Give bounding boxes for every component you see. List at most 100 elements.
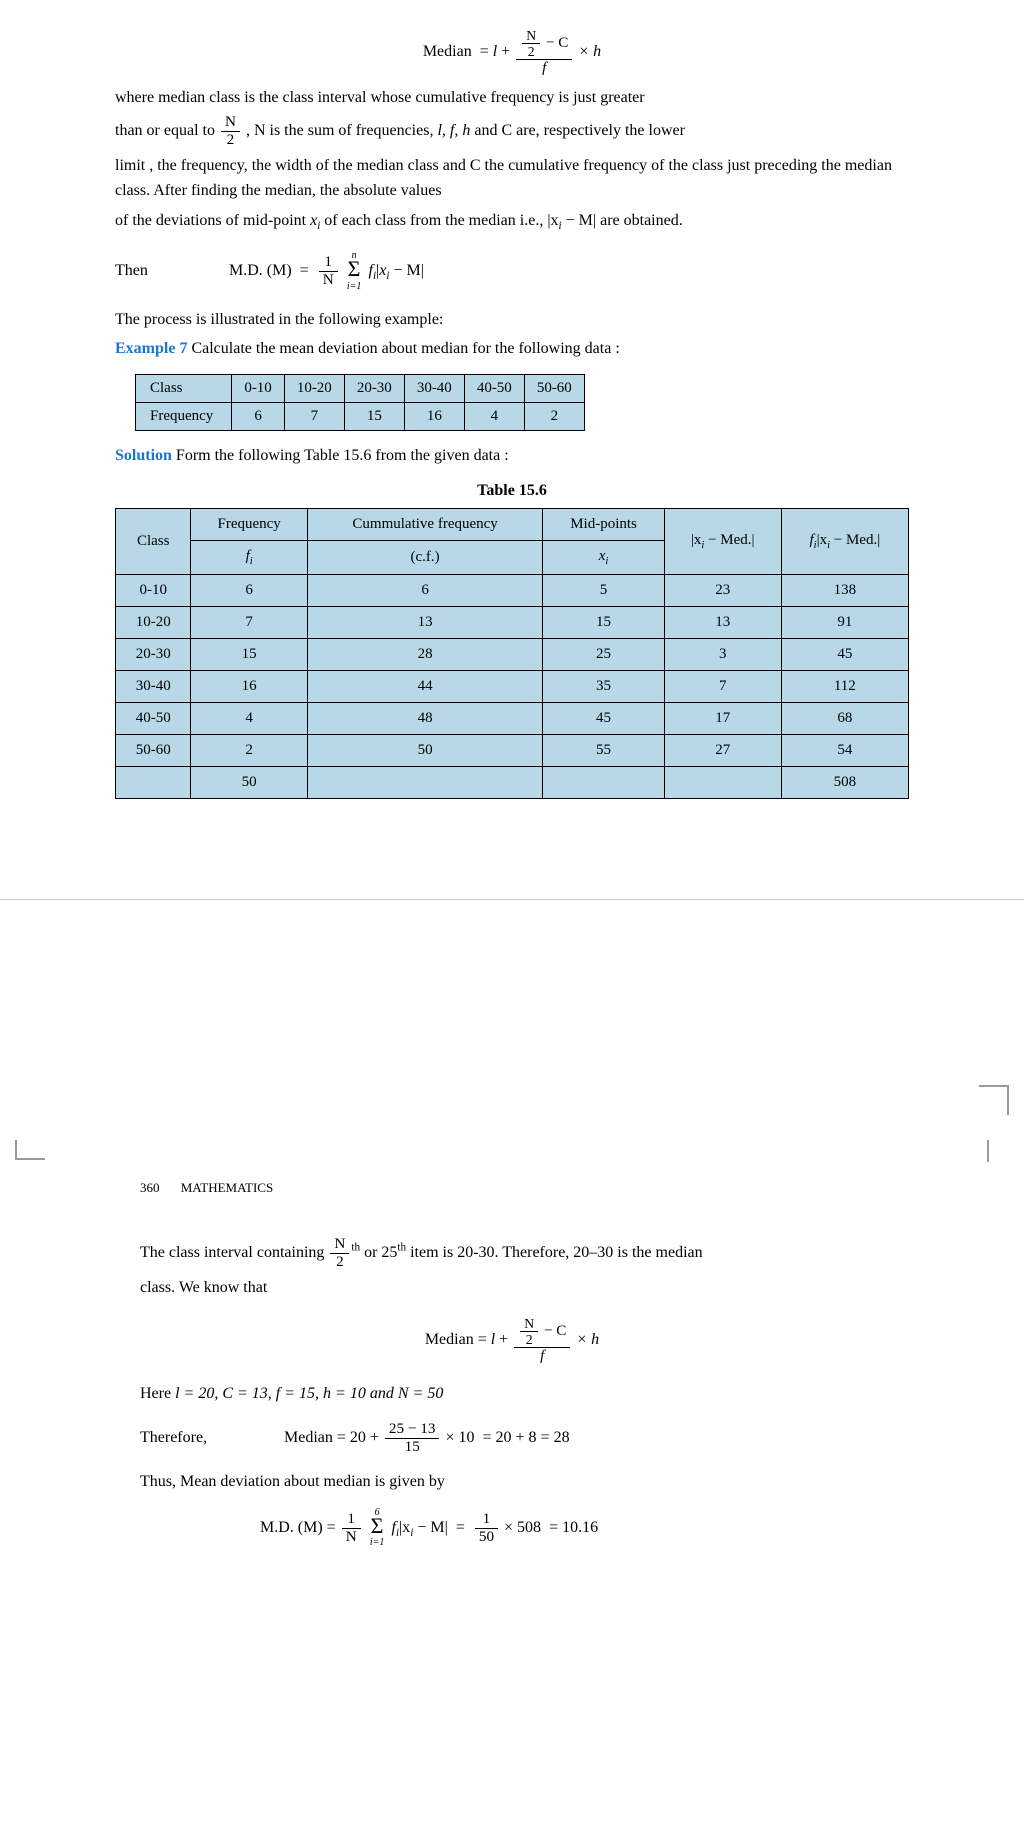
i1: i=1 <box>347 279 362 295</box>
cell <box>116 767 191 799</box>
eq: = 20 + <box>337 1429 379 1446</box>
cell: 30-40 <box>404 374 464 402</box>
eq: = <box>480 43 489 60</box>
th: Cummulative frequency <box>307 509 542 541</box>
cell: 7 <box>664 671 781 703</box>
den: 15 <box>385 1439 440 1456</box>
th: fi|xi − Med.| <box>781 509 908 575</box>
cell: 4 <box>191 703 307 735</box>
eq2: = <box>456 1519 465 1536</box>
n: n <box>352 248 357 264</box>
N: N <box>520 1316 538 1332</box>
median-label: Median <box>423 43 472 60</box>
abs: |x <box>399 1519 410 1536</box>
cell: 50 <box>191 767 307 799</box>
pre: Here <box>140 1385 175 1402</box>
two: 2 <box>522 44 540 59</box>
two: 2 <box>520 1332 538 1347</box>
res: = 10.16 <box>549 1519 598 1536</box>
th: (c.f.) <box>307 541 542 575</box>
cell: 10-20 <box>116 607 191 639</box>
cell: 54 <box>781 735 908 767</box>
t: than or equal to <box>115 122 219 139</box>
table-header-row: Class Frequency Cummulative frequency Mi… <box>116 509 909 541</box>
t: |x <box>691 532 702 548</box>
t2: , N is the sum of frequencies, <box>246 122 438 139</box>
median-formula: Median = l + N2 − C f × h <box>115 28 909 77</box>
p4: Therefore, Median = 20 + 25 − 1315 × 10 … <box>140 1421 884 1455</box>
th: Frequency <box>191 509 307 541</box>
cell: 13 <box>307 607 542 639</box>
solution-label: Solution <box>115 447 172 464</box>
cell: 10-20 <box>284 374 344 402</box>
cell: 20-30 <box>344 374 404 402</box>
cell: 30-40 <box>116 671 191 703</box>
t2: − Med.| <box>704 532 754 548</box>
p3: Here l = 20, C = 13, f = 15, h = 10 and … <box>140 1381 884 1407</box>
plus: + <box>501 43 510 60</box>
cell: 7 <box>284 402 344 430</box>
top: 6 <box>375 1505 380 1521</box>
sigma: n Σ i=1 <box>348 258 361 285</box>
mid: of each class from the median i.e., <box>320 212 547 229</box>
t: The class interval containing <box>140 1244 328 1261</box>
table-row: 20-30152825345 <box>116 639 909 671</box>
M: − M| <box>413 1519 447 1536</box>
post: item is 20-30. Therefore, 20–30 is the m… <box>410 1244 703 1261</box>
cell: 91 <box>781 607 908 639</box>
page-1: Median = l + N2 − C f × h where median c… <box>0 0 1024 900</box>
solution: Solution Form the following Table 15.6 f… <box>115 443 909 469</box>
table-caption: Table 15.6 <box>115 482 909 500</box>
page-2: 360 MATHEMATICS The class interval conta… <box>0 900 1024 1605</box>
eq: = <box>327 1519 336 1536</box>
cell: 15 <box>344 402 404 430</box>
c: − C <box>546 34 569 51</box>
para-1a: where median class is the class interval… <box>115 85 909 111</box>
th: Mid-points <box>543 509 664 541</box>
cell: 68 <box>781 703 908 735</box>
big-table: Class Frequency Cummulative frequency Mi… <box>115 508 909 799</box>
th: Class <box>116 509 191 575</box>
para-1c: limit , the frequency, the width of the … <box>115 153 909 204</box>
cell: 508 <box>781 767 908 799</box>
N-num: N <box>522 28 540 44</box>
h: × h <box>578 43 601 60</box>
one: 1 <box>319 254 338 272</box>
para-1b: than or equal to N2 , N is the sum of fr… <box>115 114 909 148</box>
cell: 2 <box>191 735 307 767</box>
cell: 16 <box>191 671 307 703</box>
cell: 0-10 <box>116 575 191 607</box>
main-frac: N2 − C f <box>516 28 572 77</box>
M: − M <box>389 262 420 279</box>
vals: l = 20, C = 13, f = 15, h = 10 and N = 5… <box>175 1385 443 1402</box>
table-total-row: 50 508 <box>116 767 909 799</box>
eq: = <box>300 262 309 279</box>
table-row: 50-60250552754 <box>116 735 909 767</box>
small-table: Class 0-10 10-20 20-30 30-40 40-50 50-60… <box>135 374 585 431</box>
page-title: MATHEMATICS <box>181 1180 273 1195</box>
cell: 40-50 <box>116 703 191 735</box>
c: − C <box>544 1322 567 1339</box>
th: fi <box>191 541 307 575</box>
cell <box>307 767 542 799</box>
cell: 55 <box>543 735 664 767</box>
l: l <box>491 1331 495 1348</box>
cell: 4 <box>464 402 524 430</box>
h: × h <box>576 1331 599 1348</box>
N: N <box>319 272 338 289</box>
two2: 2 <box>221 132 240 149</box>
res: = 20 + 8 = 28 <box>483 1429 570 1446</box>
bot: i=1 <box>370 1535 385 1551</box>
example-text: Calculate the mean deviation about media… <box>187 340 619 357</box>
abs2: − M| <box>562 212 596 229</box>
vars: l, f, h <box>437 122 470 139</box>
fifty: 50 <box>475 1529 498 1546</box>
cell: 16 <box>404 402 464 430</box>
para-1d: of the deviations of mid-point xi of eac… <box>115 208 909 236</box>
end: are obtained. <box>596 212 683 229</box>
t: |x <box>817 532 828 548</box>
table-row: 40-50448451768 <box>116 703 909 735</box>
cell: 5 <box>543 575 664 607</box>
cell: 17 <box>664 703 781 735</box>
one: 1 <box>342 1511 361 1529</box>
